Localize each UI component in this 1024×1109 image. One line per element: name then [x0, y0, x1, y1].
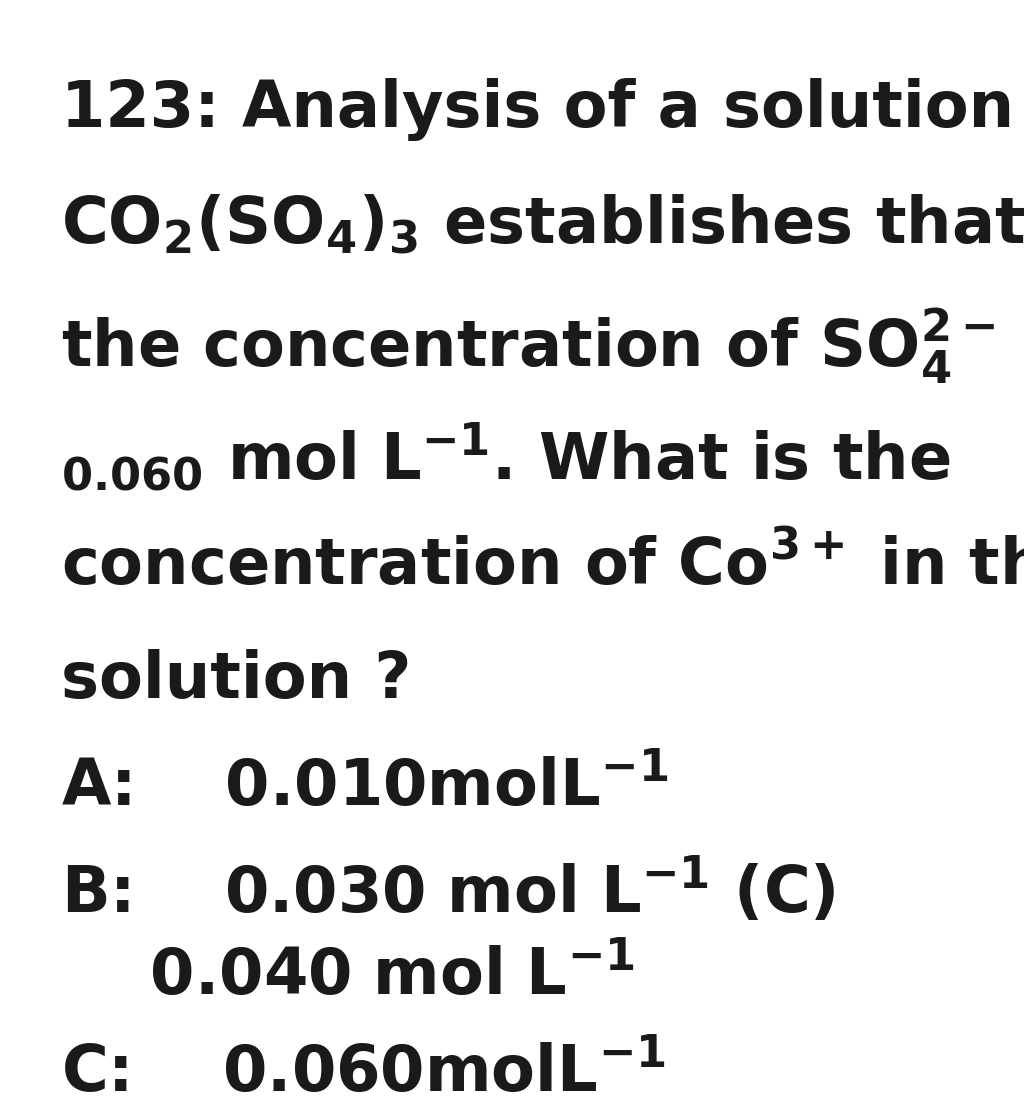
Text: $_{\mathbf{0.060}}$ $\mathbf{mol\ L^{-1}}$. What is the: $_{\mathbf{0.060}}$ $\mathbf{mol\ L^{-1}…: [61, 420, 951, 492]
Text: 123: Analysis of a solution of: 123: Analysis of a solution of: [61, 78, 1024, 141]
Text: $\mathbf{0.040\ mol\ L^{-1}}$: $\mathbf{0.040\ mol\ L^{-1}}$: [61, 945, 635, 1007]
Text: A:    $\mathbf{0.010molL^{-1}}$: A: $\mathbf{0.010molL^{-1}}$: [61, 756, 669, 818]
Text: C:    $\mathbf{0.060molL^{-1}}$: C: $\mathbf{0.060molL^{-1}}$: [61, 1042, 666, 1105]
Text: solution ?: solution ?: [61, 649, 412, 711]
Text: the concentration of $\mathbf{SO_4^{2-}}$ is: the concentration of $\mathbf{SO_4^{2-}}…: [61, 306, 1024, 386]
Text: $\mathbf{CO_2(SO_4)_3}$ establishes that: $\mathbf{CO_2(SO_4)_3}$ establishes that: [61, 192, 1024, 256]
Text: concentration of $\mathbf{Co^{3+}}$ in this: concentration of $\mathbf{Co^{3+}}$ in t…: [61, 535, 1024, 598]
Text: B:    $\mathbf{0.030\ mol\ L^{-1}}$ (C): B: $\mathbf{0.030\ mol\ L^{-1}}$ (C): [61, 856, 837, 926]
